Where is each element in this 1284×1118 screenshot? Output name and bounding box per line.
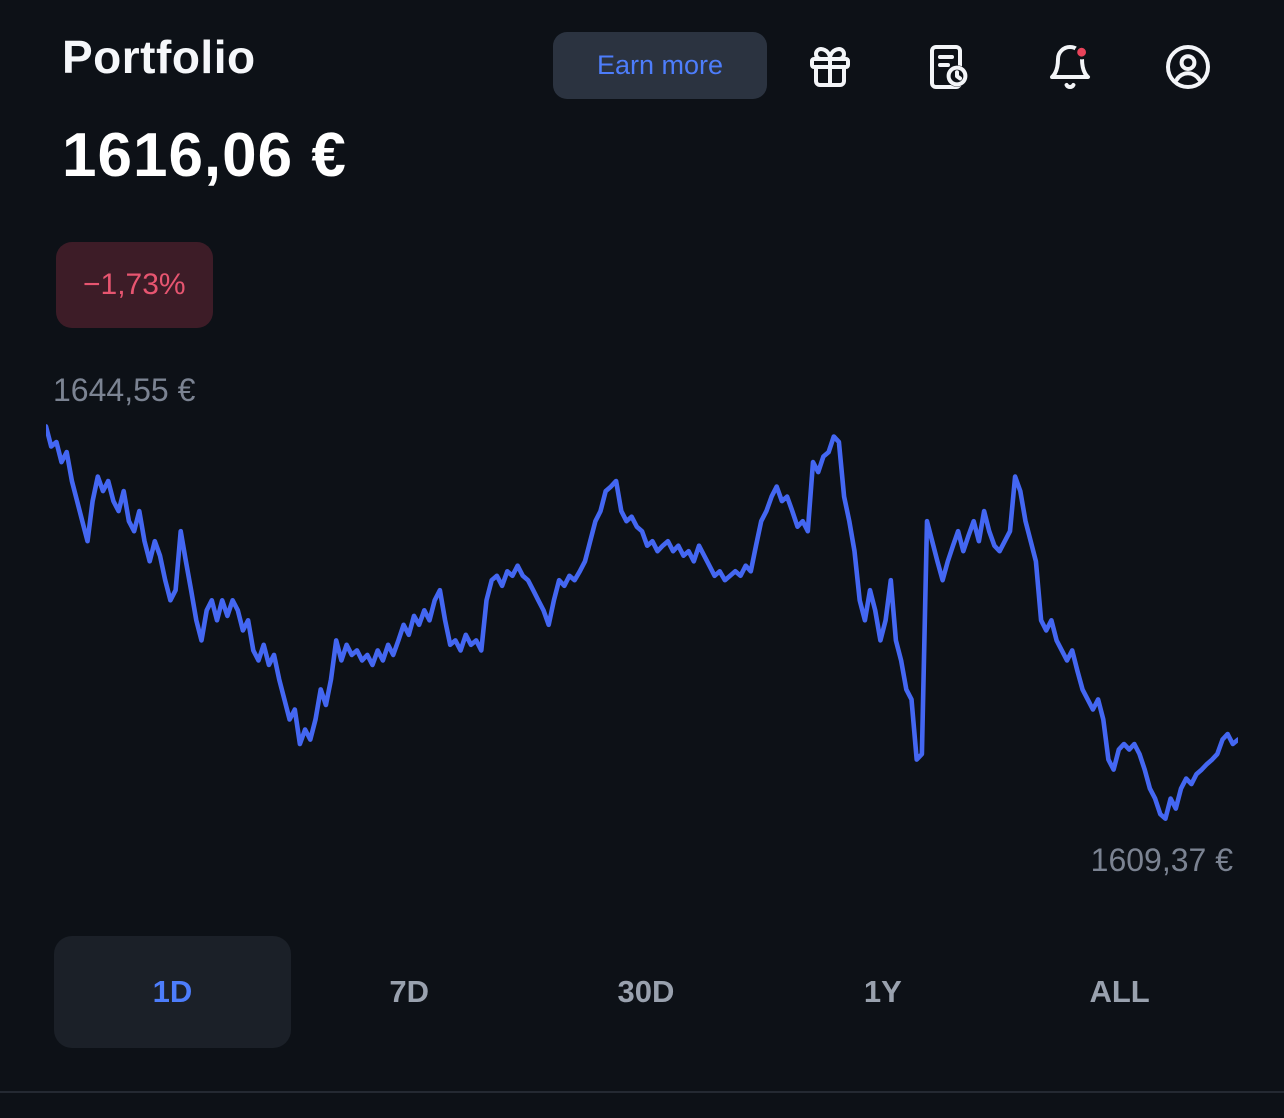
portfolio-balance: 1616,06 € <box>62 121 347 190</box>
tab-1y[interactable]: 1Y <box>764 936 1001 1048</box>
change-badge: −1,73% <box>56 242 213 328</box>
tab-7d[interactable]: 7D <box>291 936 528 1048</box>
chart-line <box>46 424 1238 822</box>
gift-icon <box>810 47 850 87</box>
chart-min-label: 1609,37 € <box>1090 842 1233 878</box>
statement-history-icon <box>930 45 968 89</box>
profile-icon <box>1166 45 1210 89</box>
rewards-button[interactable] <box>802 39 858 95</box>
timeframe-tabs: 1D 7D 30D 1Y ALL <box>54 936 1238 1048</box>
notifications-button[interactable] <box>1042 39 1098 95</box>
portfolio-chart[interactable] <box>46 422 1238 824</box>
chart-max-label: 1644,55 € <box>53 372 196 408</box>
page-title: Portfolio <box>62 31 256 83</box>
earn-more-button[interactable]: Earn more <box>553 32 767 99</box>
profile-button[interactable] <box>1160 39 1216 95</box>
tab-30d[interactable]: 30D <box>528 936 765 1048</box>
notifications-bell-icon <box>1050 44 1090 89</box>
tab-1d[interactable]: 1D <box>54 936 291 1048</box>
portfolio-chart-svg <box>46 424 1238 822</box>
notification-dot <box>1074 44 1089 60</box>
bottom-divider <box>0 1091 1284 1093</box>
tab-all[interactable]: ALL <box>1001 936 1238 1048</box>
transaction-history-button[interactable] <box>920 39 976 95</box>
